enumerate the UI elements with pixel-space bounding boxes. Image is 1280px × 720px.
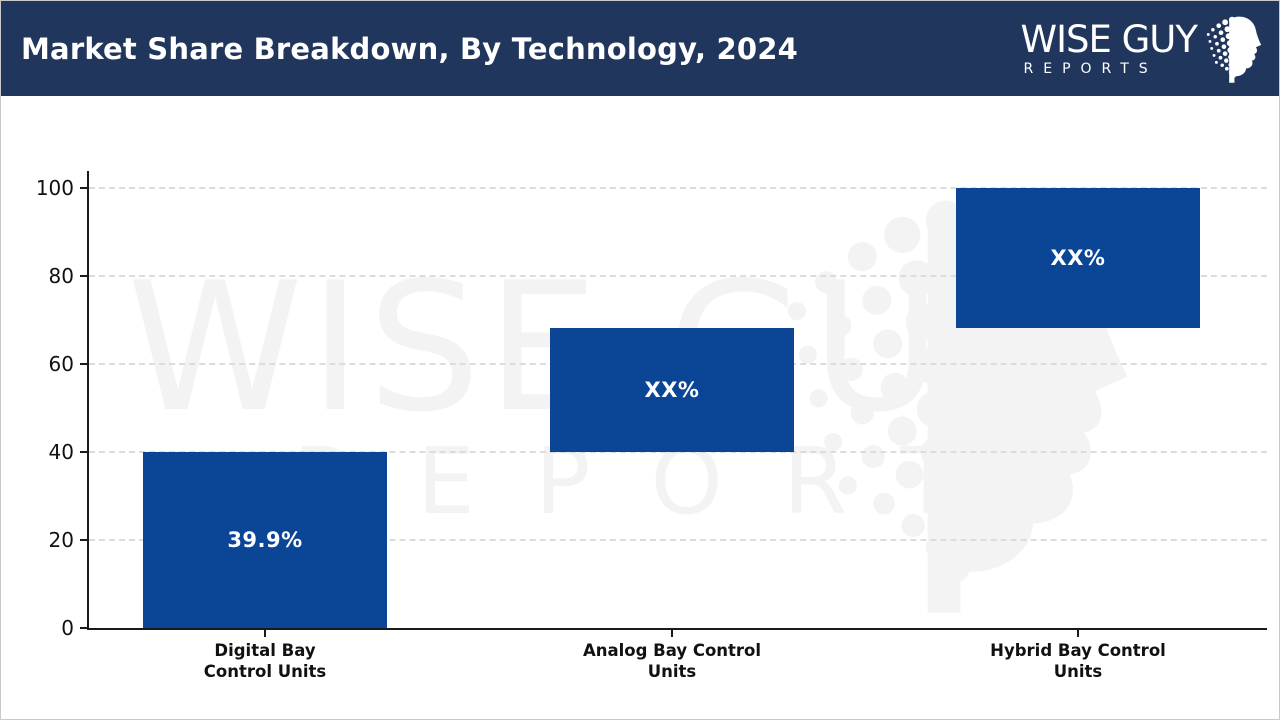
logo-text: WISE GUY REPORTS	[1020, 18, 1198, 77]
x-category-label-line: Analog Bay Control	[582, 641, 762, 660]
y-tick-label-80: 80	[48, 264, 74, 288]
x-tick-1	[264, 630, 266, 637]
plot: 0 20 40 60 80 100 39.9% Digital Bay Control Unit…	[1, 96, 1279, 719]
logo-wordmark: WISE GUY	[1020, 18, 1198, 61]
x-category-label-line: Units	[647, 662, 697, 682]
y-tick-60	[80, 363, 88, 365]
wiseguy-logo: WISE GUY REPORTS	[1021, 10, 1267, 88]
x-category-label-1: Digital Bay Control Units	[100, 640, 430, 682]
y-tick-label-60: 60	[48, 352, 74, 376]
bar-segment-2: XX%	[550, 327, 794, 453]
x-category-label-line: Control Units	[203, 662, 327, 682]
bar-value-label: XX%	[644, 378, 700, 403]
y-tick-label-20: 20	[48, 528, 74, 552]
x-tick-3	[1077, 630, 1079, 637]
y-tick-label-40: 40	[48, 440, 74, 464]
y-tick-label-100: 100	[35, 176, 74, 200]
gridline-80	[89, 275, 1267, 277]
y-tick-40	[80, 451, 88, 453]
y-tick-80	[80, 275, 88, 277]
bar-segment-1: 39.9%	[143, 452, 387, 628]
y-tick-label-0: 0	[61, 616, 74, 640]
x-category-label-3: Hybrid Bay Control Units	[913, 640, 1243, 682]
x-category-label-line: Digital Bay	[214, 641, 316, 660]
y-tick-20	[80, 539, 88, 541]
x-tick-2	[671, 630, 673, 637]
gridline-100	[89, 187, 1267, 189]
logo-subtitle: REPORTS	[1023, 61, 1158, 77]
bar-segment-3: XX%	[956, 188, 1200, 328]
x-category-label-line: Hybrid Bay Control	[990, 641, 1166, 660]
gridline-20	[89, 539, 1267, 541]
y-tick-100	[80, 187, 88, 189]
x-axis-spine	[87, 628, 1267, 630]
y-axis-spine	[87, 171, 89, 630]
y-tick-0	[80, 627, 88, 629]
page-title: Market Share Breakdown, By Technology, 2…	[21, 31, 799, 66]
wiseguy-head-icon	[1203, 10, 1267, 88]
header: Market Share Breakdown, By Technology, 2…	[1, 1, 1279, 96]
chart-area: WISE GUY REPORTS 0 20 40 60 80 100 39.9% Digita…	[1, 96, 1279, 719]
bar-value-label: XX%	[1050, 245, 1106, 270]
bar-value-label: 39.9%	[227, 528, 303, 553]
x-category-label-line: Units	[1053, 662, 1103, 682]
x-category-label-2: Analog Bay Control Units	[507, 640, 837, 682]
